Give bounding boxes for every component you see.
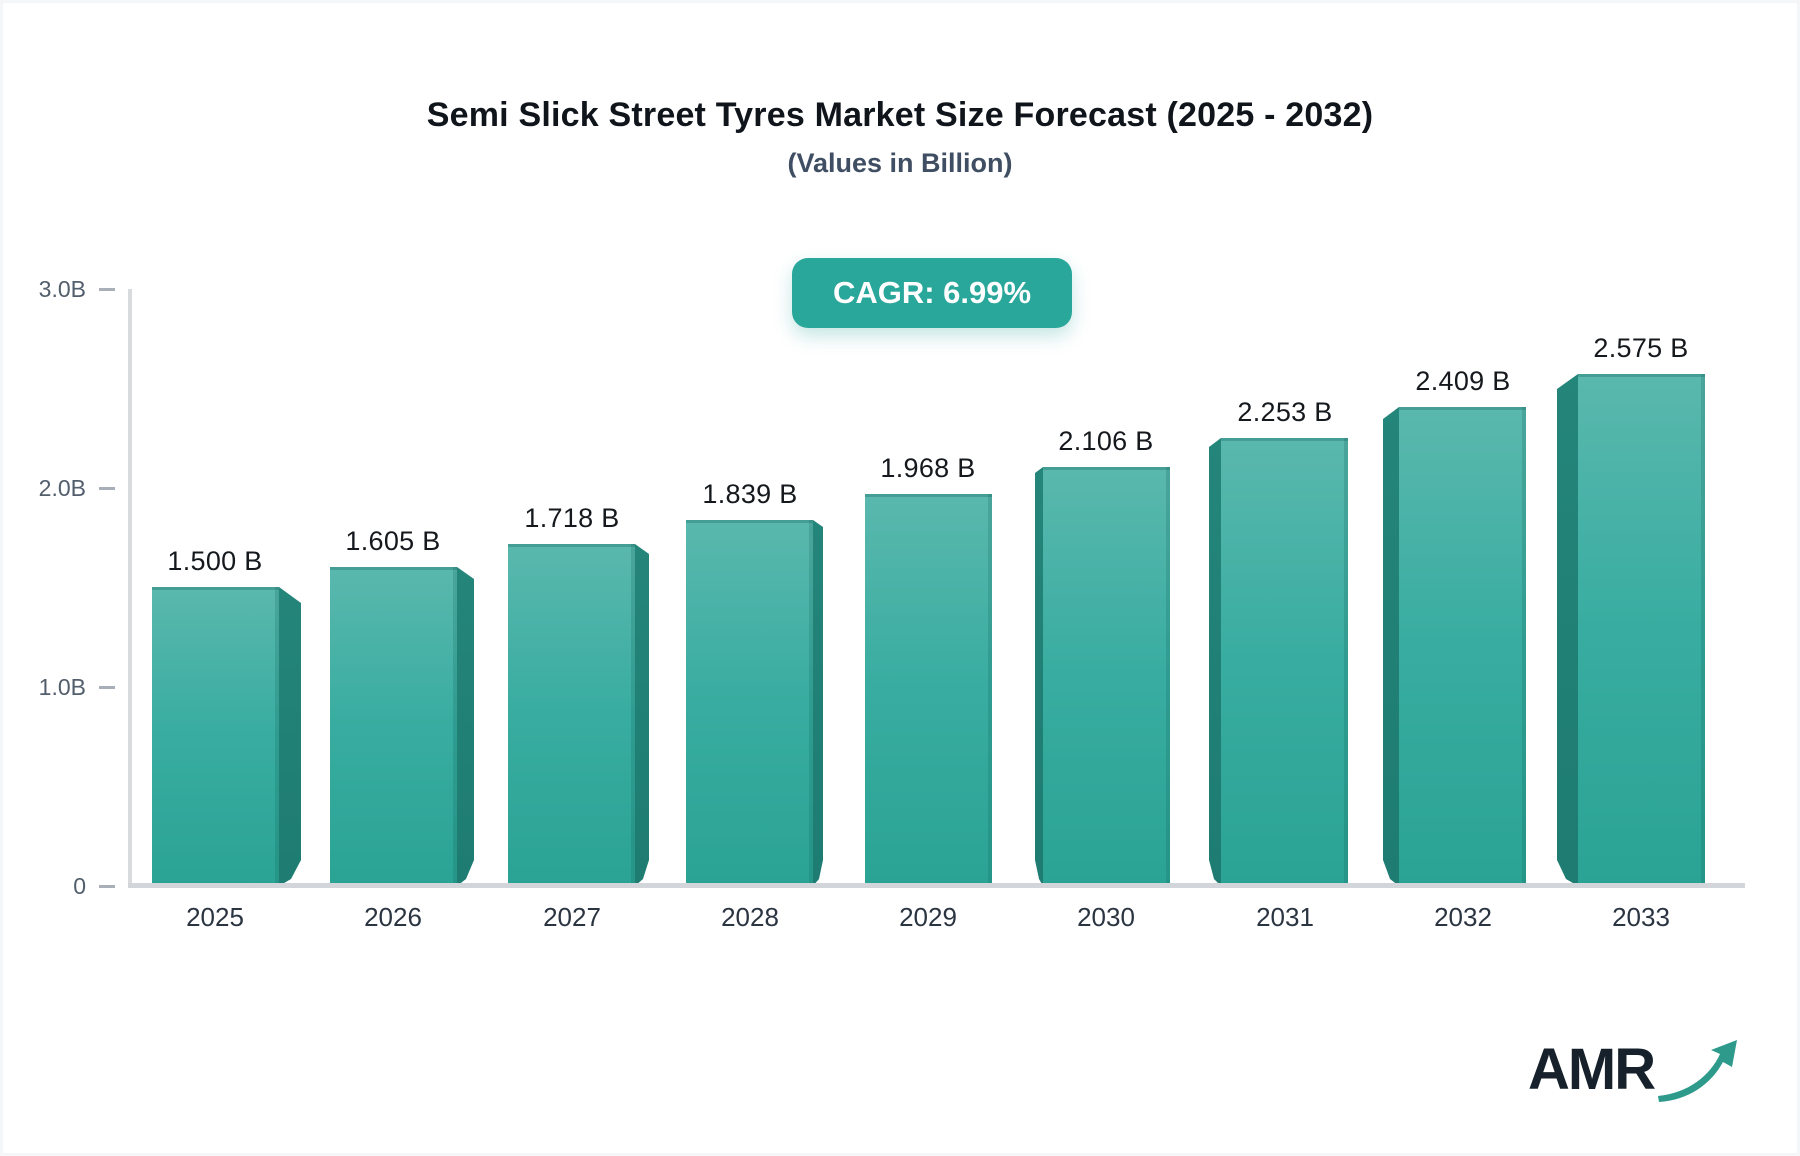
bar-2028: [686, 520, 813, 886]
x-axis-line: [128, 883, 1745, 888]
bar-value-label-2025: 1.500 B: [167, 546, 263, 576]
y-tick-mark: [99, 487, 115, 490]
bar-side-2030: [1035, 467, 1043, 886]
bar-value-label-2026: 1.605 B: [345, 526, 441, 556]
y-tick-label: 0: [73, 873, 86, 899]
bar-2033: [1578, 374, 1705, 886]
trending-up-arrow-icon: [1658, 1040, 1737, 1102]
y-tick-mark: [99, 885, 115, 888]
bar-2031: [1221, 438, 1348, 886]
x-tick-label-2032: 2032: [1434, 902, 1492, 932]
bar-value-label-2033: 2.575 B: [1593, 333, 1689, 363]
bar-2026: [330, 567, 457, 886]
x-tick-label-2028: 2028: [721, 902, 779, 932]
amr-logo: AMR: [1528, 1030, 1738, 1114]
bar-side-2032: [1383, 407, 1399, 886]
y-tick-label: 2.0B: [38, 475, 86, 501]
bar-2025: [152, 587, 279, 886]
bar-value-label-2030: 2.106 B: [1058, 426, 1154, 456]
x-tick-label-2025: 2025: [186, 902, 244, 932]
chart-title: Semi Slick Street Tyres Market Size Fore…: [426, 96, 1374, 134]
bar-value-label-2028: 1.839 B: [702, 479, 798, 509]
bar-2029: [865, 494, 992, 886]
x-tick-label-2029: 2029: [899, 902, 957, 932]
bar-value-label-2032: 2.409 B: [1415, 366, 1511, 396]
bar-2027: [508, 544, 635, 886]
x-tick-label-2026: 2026: [364, 902, 422, 932]
bar-2030: [1043, 467, 1170, 886]
y-tick-mark: [99, 686, 115, 689]
bar-value-label-2027: 1.718 B: [524, 503, 620, 533]
x-tick-label-2031: 2031: [1256, 902, 1314, 932]
chart-subtitle: (Values in Billion): [787, 148, 1013, 178]
y-tick-label: 3.0B: [38, 276, 86, 302]
bar-side-2026: [457, 567, 474, 886]
y-tick-mark: [99, 288, 115, 291]
bar-side-2031: [1209, 438, 1221, 886]
bar-side-2025: [279, 587, 301, 886]
cagr-badge-label: CAGR: 6.99%: [832, 275, 1032, 310]
x-tick-label-2033: 2033: [1612, 902, 1670, 932]
bar-value-label-2029: 1.968 B: [880, 453, 976, 483]
y-axis-line: [128, 289, 132, 888]
x-tick-label-2030: 2030: [1077, 902, 1135, 932]
bar-value-label-2031: 2.253 B: [1237, 397, 1333, 427]
x-tick-label-2027: 2027: [543, 902, 601, 932]
y-tick-label: 1.0B: [38, 674, 86, 700]
bar-2032: [1399, 407, 1526, 886]
bar-side-2027: [635, 544, 649, 886]
amr-logo-text: AMR: [1528, 1037, 1656, 1102]
bar-side-2028: [813, 520, 823, 886]
bar-side-2033: [1557, 374, 1578, 886]
cagr-badge: CAGR: 6.99%: [792, 258, 1072, 328]
